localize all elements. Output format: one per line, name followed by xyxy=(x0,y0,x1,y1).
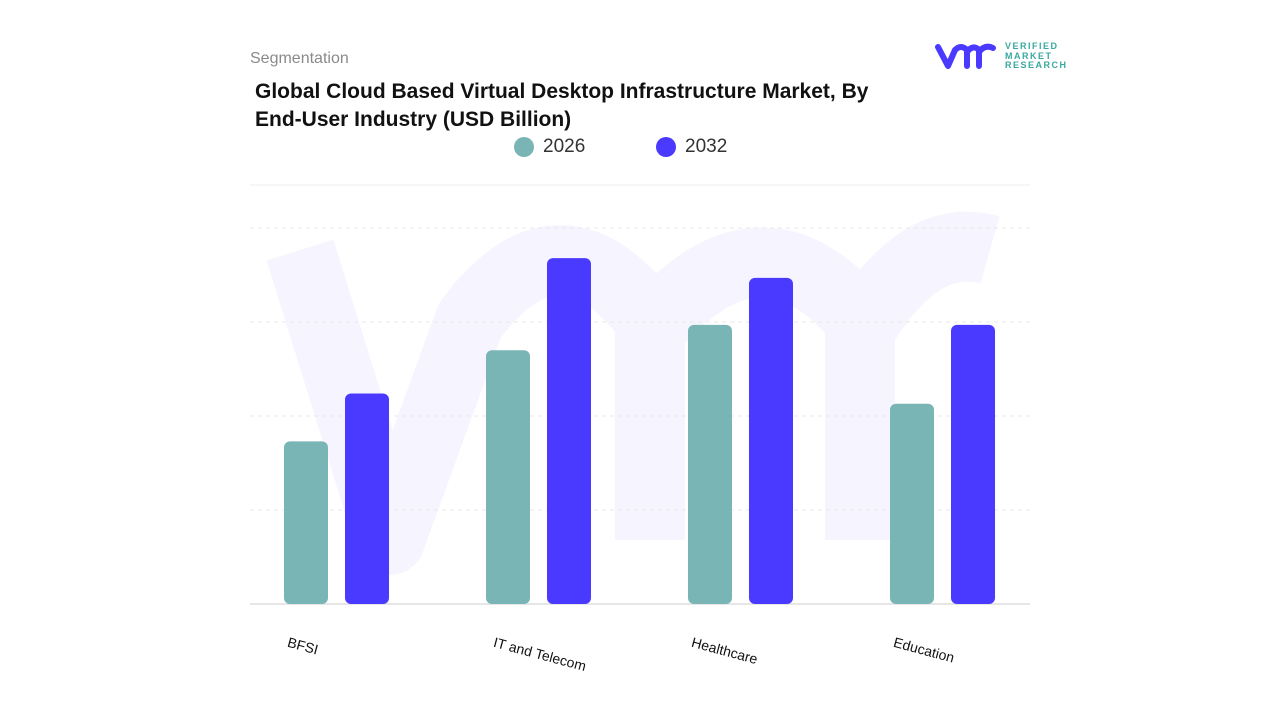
bar-2032-education xyxy=(951,324,995,604)
bar-2026-bfsi xyxy=(284,441,328,604)
bar-2032-it-and-telecom xyxy=(547,258,591,604)
logo-line-3: RESEARCH xyxy=(1005,60,1068,70)
legend-item-2026: 2026 xyxy=(514,136,585,158)
chart-title: Global Cloud Based Virtual Desktop Infra… xyxy=(255,80,869,131)
logo-line-1: VERIFIED xyxy=(1005,41,1059,51)
legend-swatch-2032 xyxy=(656,137,676,157)
legend-label-2032: 2032 xyxy=(685,136,728,157)
bar-2026-it-and-telecom xyxy=(486,350,530,604)
legend-item-2032: 2032 xyxy=(656,136,727,158)
vmr-logo-mark-icon xyxy=(935,43,996,70)
watermark xyxy=(266,211,1000,575)
vmr-logo: VERIFIED MARKET RESEARCH xyxy=(935,41,1068,71)
bar-2032-bfsi xyxy=(345,393,389,604)
section-label: Segmentation xyxy=(250,50,349,67)
legend-swatch-2026 xyxy=(514,137,534,157)
bar-2032-healthcare xyxy=(749,277,793,604)
bar-2026-healthcare xyxy=(688,324,732,604)
logo-line-2: MARKET xyxy=(1005,50,1053,61)
bar-2026-education xyxy=(890,403,934,604)
legend-label-2026: 2026 xyxy=(543,136,586,157)
